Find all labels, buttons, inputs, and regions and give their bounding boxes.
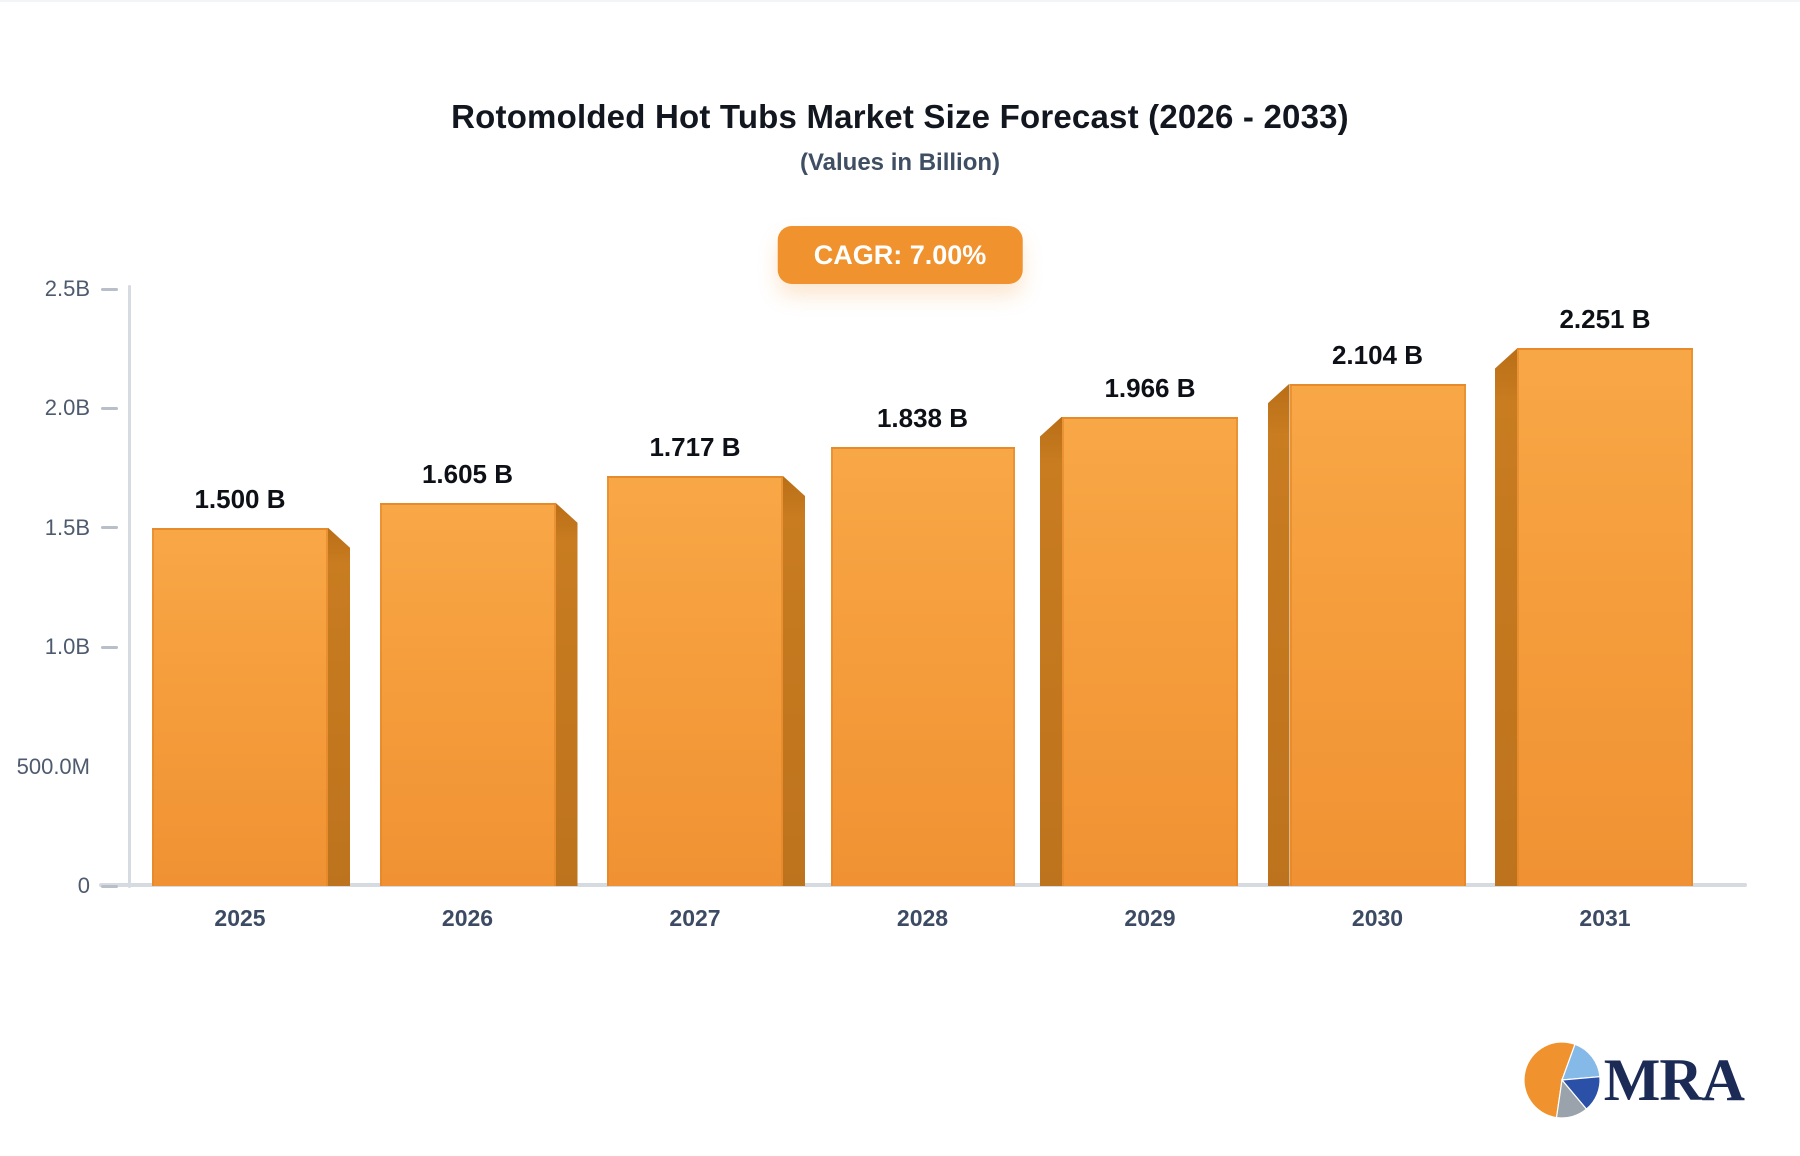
x-tick-label: 2028 bbox=[896, 905, 949, 931]
bar-side-face bbox=[555, 502, 578, 886]
y-tick-dash bbox=[101, 645, 118, 649]
x-tick-label: 2029 bbox=[1124, 905, 1176, 931]
bar-value-label: 2.251 B bbox=[1559, 304, 1651, 335]
bar-2027 bbox=[607, 475, 783, 886]
bar-value-label: 1.500 B bbox=[194, 483, 286, 514]
y-tick-label: 0 bbox=[77, 873, 90, 898]
chart-subtitle: (Values in Billion) bbox=[799, 149, 1001, 176]
bar-side-face bbox=[783, 475, 805, 886]
brand-logo: MRA bbox=[1522, 1040, 1745, 1120]
x-tick-label: 2025 bbox=[214, 905, 266, 931]
bar-2031 bbox=[1517, 348, 1693, 886]
y-tick-label: 2.0B bbox=[44, 395, 90, 421]
bar-2029 bbox=[1062, 416, 1238, 886]
y-axis-line bbox=[128, 285, 131, 888]
y-tick-dash bbox=[101, 884, 118, 888]
y-tick-dash bbox=[101, 406, 118, 410]
x-tick-label: 2026 bbox=[441, 905, 494, 931]
y-tick-label: 1.0B bbox=[44, 634, 90, 660]
bar-2028 bbox=[830, 447, 1015, 886]
x-tick-label: 2027 bbox=[669, 905, 721, 931]
cagr-badge-label: CAGR: 7.00% bbox=[813, 239, 987, 270]
y-tick-label: 2.5B bbox=[44, 276, 90, 301]
bar-2030 bbox=[1289, 383, 1466, 886]
bar-side-face bbox=[328, 527, 350, 886]
x-tick-label: 2031 bbox=[1579, 905, 1631, 931]
bar-side-face bbox=[1495, 348, 1517, 886]
x-tick-label: 2030 bbox=[1351, 905, 1404, 931]
bar-side-face bbox=[1267, 383, 1290, 886]
bar-2026 bbox=[379, 502, 556, 886]
y-tick-label: 500.0M bbox=[16, 753, 90, 779]
y-tick-dash bbox=[101, 287, 118, 291]
y-tick-dash bbox=[101, 526, 118, 530]
bar-value-label: 1.717 B bbox=[649, 431, 741, 462]
bar-value-label: 2.104 B bbox=[1331, 339, 1424, 370]
cagr-badge: CAGR: 7.00% bbox=[777, 226, 1023, 284]
logo-pie-icon bbox=[1523, 1041, 1601, 1119]
bar-2025 bbox=[152, 527, 328, 886]
bar-value-label: 1.605 B bbox=[421, 458, 514, 489]
y-tick-label: 1.5B bbox=[44, 514, 90, 540]
bar-value-label: 1.966 B bbox=[1104, 372, 1196, 403]
bar-side-face bbox=[1040, 416, 1062, 886]
logo-text: MRA bbox=[1603, 1047, 1745, 1113]
chart-title: Rotomolded Hot Tubs Market Size Forecast… bbox=[451, 98, 1349, 135]
bar-value-label: 1.838 B bbox=[876, 403, 969, 434]
